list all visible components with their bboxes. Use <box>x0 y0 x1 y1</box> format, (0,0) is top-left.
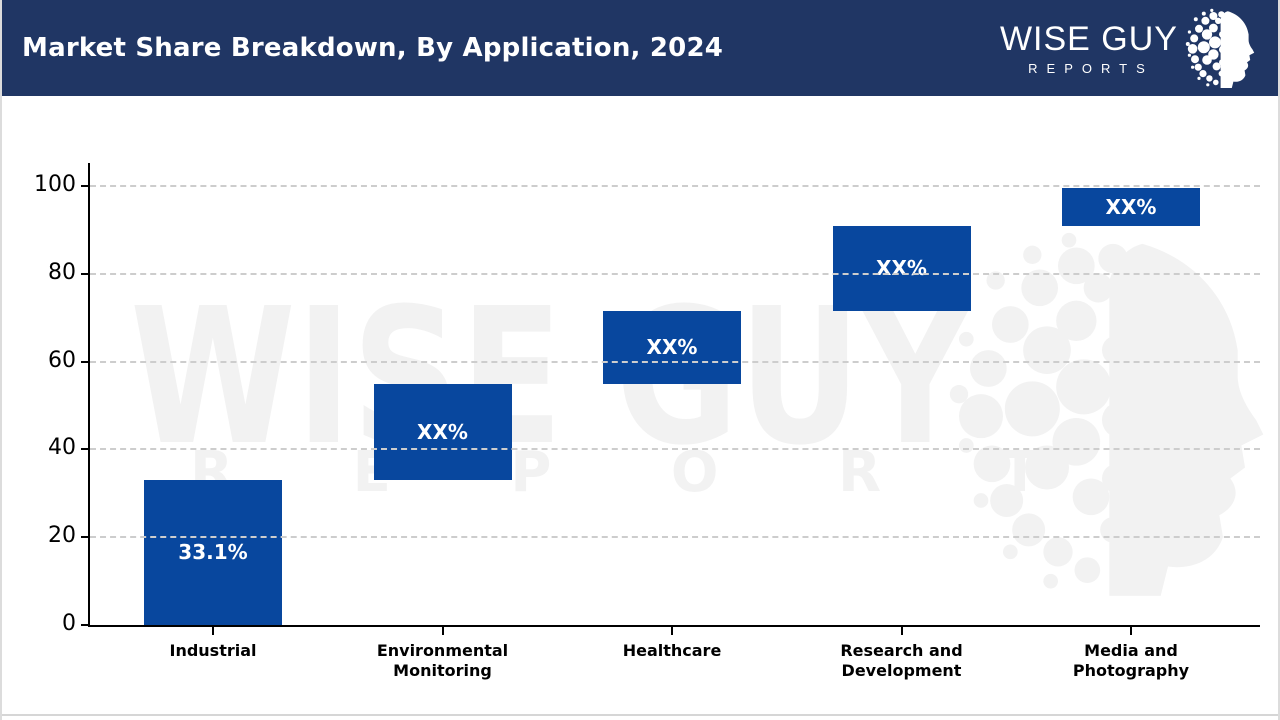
bar-research-and-development: XX% <box>832 225 971 312</box>
x-tick-mark-media-and-photography <box>1130 627 1132 635</box>
y-tick-label-20: 20 <box>48 523 76 549</box>
bottom-divider <box>2 714 1278 716</box>
x-tick-mark-healthcare <box>671 627 673 635</box>
watermark-head-logo <box>949 232 1264 596</box>
y-tick-mark-100 <box>81 185 90 187</box>
logo-head-icon <box>1185 8 1255 88</box>
x-category-label-line: Industrial <box>169 641 257 660</box>
bar-value-label-environmental-monitoring: XX% <box>417 419 468 444</box>
logo-reports-text: REPORTS <box>1028 60 1154 76</box>
bar-value-label-research-and-development: XX% <box>876 256 927 281</box>
bar-healthcare: XX% <box>603 311 741 384</box>
gridline-20 <box>90 536 1260 539</box>
y-tick-mark-60 <box>81 360 90 363</box>
x-category-label-line: Environmental <box>376 641 509 660</box>
x-category-label-line: Healthcare <box>622 641 722 660</box>
x-category-label-research-and-development: Research and Development <box>787 641 1017 681</box>
bar-environmental-monitoring: XX% <box>373 383 512 480</box>
y-tick-mark-20 <box>81 536 90 539</box>
y-tick-mark-40 <box>81 448 90 451</box>
y-tick-label-0: 0 <box>62 611 76 636</box>
watermark-wordmark: WISE GUY <box>130 268 970 487</box>
bar-value-label-media-and-photography: XX% <box>1105 194 1157 219</box>
y-tick-label-80: 80 <box>48 259 76 285</box>
y-tick-label-60: 60 <box>48 347 76 373</box>
bar-industrial: 33.1% <box>144 479 282 625</box>
y-tick-label-100: 100 <box>34 172 76 197</box>
x-category-label-media-and-photography: Media and Photography <box>1016 641 1246 681</box>
gridline-40 <box>90 448 1260 451</box>
y-tick-mark-80 <box>81 272 90 275</box>
y-tick-label-40: 40 <box>48 435 76 461</box>
chart-title: Market Share Breakdown, By Application, … <box>22 33 724 63</box>
y-tick-mark-0 <box>81 624 90 626</box>
x-tick-mark-industrial <box>212 627 214 635</box>
x-category-label-healthcare: Healthcare <box>557 641 787 661</box>
bar-value-label-industrial: 33.1% <box>178 540 248 565</box>
x-category-label-line: Monitoring <box>393 661 492 680</box>
gridline-100 <box>90 185 1260 187</box>
x-category-label-line: Photography <box>1072 661 1190 680</box>
x-category-label-line: Media and <box>1084 641 1178 660</box>
x-category-label-environmental-monitoring: Environmental Monitoring <box>328 641 558 681</box>
x-category-label-industrial: Industrial <box>98 641 328 661</box>
y-axis-line <box>88 163 90 627</box>
bar-value-label-healthcare: XX% <box>646 335 698 360</box>
header-bar: Market Share Breakdown, By Application, … <box>2 0 1278 96</box>
logo-wordmark: WISE GUY REPORTS <box>1000 22 1178 75</box>
wise-guy-reports-logo: WISE GUY REPORTS <box>1000 8 1256 88</box>
gridline-60 <box>90 360 1260 363</box>
logo-wise-guy-text: WISE GUY <box>999 19 1178 58</box>
x-category-label-line: Development <box>841 661 962 680</box>
x-axis-line <box>88 625 1260 627</box>
gridline-80 <box>90 272 1260 275</box>
bar-media-and-photography: XX% <box>1062 188 1200 226</box>
x-tick-mark-research-and-development <box>900 627 903 635</box>
x-category-label-line: Research and <box>840 641 963 660</box>
x-tick-mark-environmental-monitoring <box>441 627 444 635</box>
